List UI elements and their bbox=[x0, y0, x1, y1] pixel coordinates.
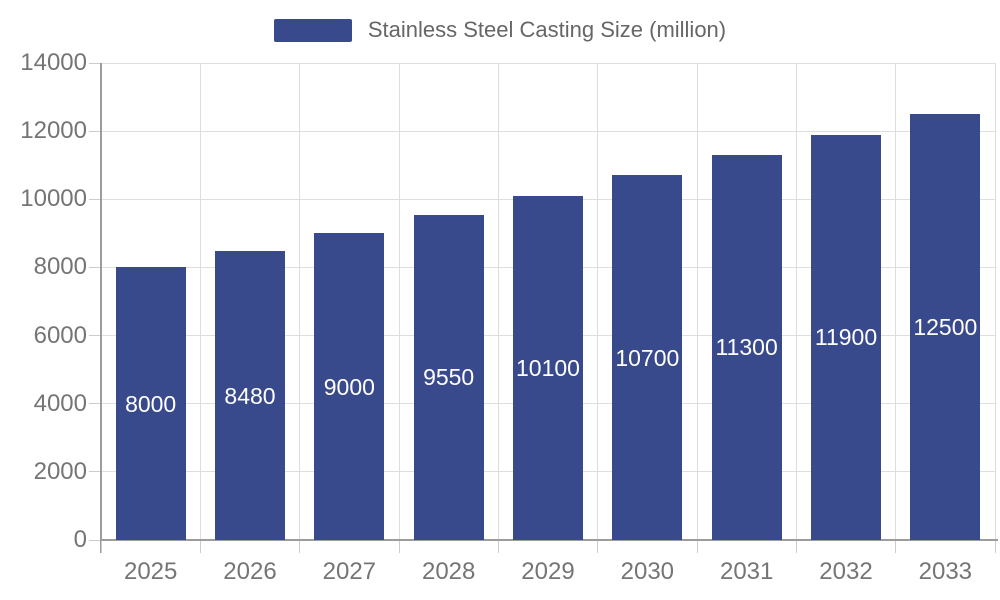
bar-value-label: 8480 bbox=[224, 382, 276, 409]
x-tick-label: 2027 bbox=[322, 558, 377, 585]
x-tick-mark bbox=[696, 541, 698, 553]
bar bbox=[413, 214, 484, 540]
gridline-v bbox=[497, 63, 499, 540]
x-tick-label: 2032 bbox=[819, 558, 873, 585]
x-tick-mark bbox=[199, 541, 201, 553]
gridline-v bbox=[199, 63, 201, 540]
gridline-v bbox=[994, 63, 996, 540]
x-axis-line bbox=[101, 539, 998, 541]
y-tick-mark bbox=[89, 130, 101, 132]
gridline-v bbox=[795, 63, 797, 540]
y-tick-mark bbox=[89, 539, 101, 541]
bar-value-label: 9550 bbox=[423, 364, 475, 391]
gridline-v bbox=[299, 63, 301, 540]
y-tick-label: 0 bbox=[73, 526, 87, 553]
y-tick-mark bbox=[89, 62, 101, 64]
y-tick-mark bbox=[89, 471, 101, 473]
bar-value-label: 12500 bbox=[913, 314, 978, 341]
bar bbox=[711, 154, 782, 540]
x-tick-label: 2033 bbox=[918, 558, 973, 585]
bar bbox=[612, 175, 683, 540]
y-tick-label: 10000 bbox=[20, 185, 87, 213]
legend-swatch bbox=[273, 18, 352, 42]
y-axis-line bbox=[100, 63, 102, 553]
x-tick-label: 2031 bbox=[719, 558, 774, 585]
bar bbox=[513, 195, 583, 540]
x-tick-label: 2030 bbox=[620, 558, 675, 585]
y-tick-mark bbox=[89, 266, 101, 268]
gridline-v bbox=[398, 63, 400, 540]
y-tick-mark bbox=[89, 335, 101, 337]
x-tick-label: 2028 bbox=[421, 558, 476, 585]
legend-label: Stainless Steel Casting Size (million) bbox=[367, 17, 727, 42]
y-tick-label: 14000 bbox=[20, 49, 87, 76]
bar-value-label: 11900 bbox=[814, 324, 878, 351]
y-tick-label: 6000 bbox=[33, 321, 87, 349]
bar-value-label: 11300 bbox=[715, 334, 778, 361]
x-tick-mark bbox=[398, 541, 400, 553]
bar-value-label: 8000 bbox=[125, 390, 177, 417]
x-tick-label: 2025 bbox=[123, 558, 178, 585]
y-tick-label: 12000 bbox=[20, 117, 87, 145]
bar bbox=[215, 251, 285, 540]
bar-value-label: 10700 bbox=[615, 344, 680, 371]
gridline-v bbox=[696, 63, 698, 540]
y-tick-label: 8000 bbox=[33, 253, 87, 281]
x-tick-mark bbox=[994, 541, 996, 553]
gridline-h bbox=[101, 62, 995, 64]
x-tick-label: 2029 bbox=[521, 558, 575, 585]
y-tick-mark bbox=[89, 198, 101, 200]
x-tick-mark bbox=[597, 541, 599, 553]
bar bbox=[811, 134, 881, 540]
gridline-v bbox=[597, 63, 599, 540]
x-tick-mark bbox=[100, 541, 102, 553]
bar bbox=[115, 267, 186, 540]
bar-value-label: 10100 bbox=[516, 354, 580, 381]
x-tick-mark bbox=[299, 541, 301, 553]
bar bbox=[910, 114, 981, 540]
y-tick-mark bbox=[89, 403, 101, 405]
x-tick-mark bbox=[895, 541, 897, 553]
x-tick-mark bbox=[497, 541, 499, 553]
gridline-v bbox=[895, 63, 897, 540]
x-tick-mark bbox=[795, 541, 797, 553]
y-tick-label: 4000 bbox=[33, 389, 87, 417]
gridline-h bbox=[101, 130, 995, 132]
x-tick-label: 2026 bbox=[223, 558, 277, 585]
bar bbox=[314, 233, 385, 540]
bar-value-label: 9000 bbox=[323, 373, 375, 400]
y-tick-label: 2000 bbox=[33, 457, 87, 485]
legend[interactable]: Stainless Steel Casting Size (million) bbox=[0, 17, 1000, 43]
